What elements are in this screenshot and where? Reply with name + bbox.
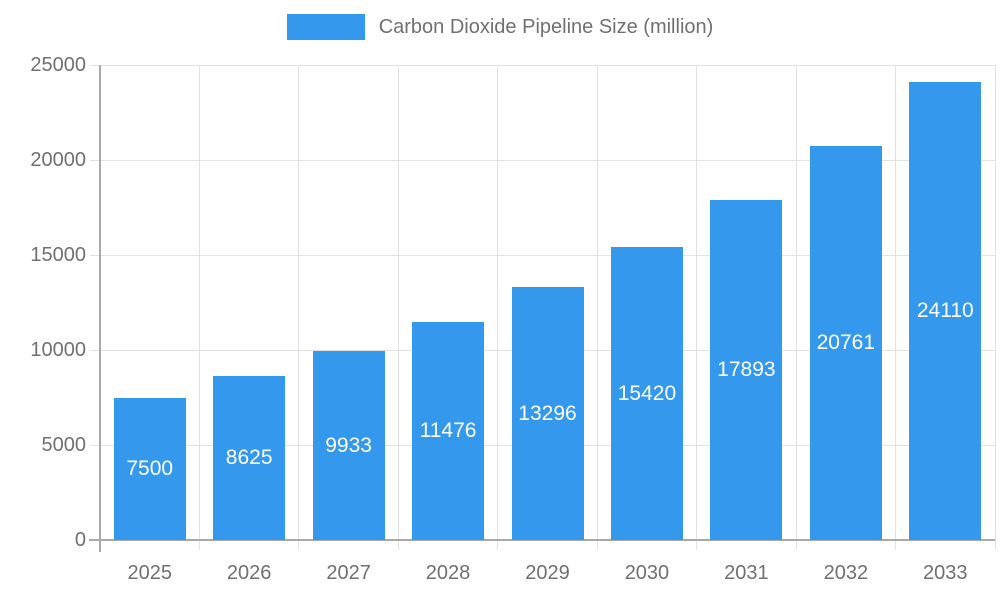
y-tick xyxy=(90,159,100,161)
y-axis-line xyxy=(99,65,101,552)
x-tick xyxy=(696,540,698,550)
bar-value-label: 7500 xyxy=(126,456,174,480)
y-gridline xyxy=(100,159,995,161)
x-gridline xyxy=(795,65,797,540)
legend: Carbon Dioxide Pipeline Size (million) xyxy=(0,14,1000,40)
y-tick-label: 20000 xyxy=(30,149,86,171)
x-axis-line xyxy=(89,539,995,541)
bar[interactable]: 9933 xyxy=(312,351,385,540)
bar-value-label: 11476 xyxy=(419,418,477,442)
x-tick xyxy=(397,540,399,550)
legend-item[interactable]: Carbon Dioxide Pipeline Size (million) xyxy=(286,14,714,40)
bar-value-label: 24110 xyxy=(916,298,974,322)
x-tick xyxy=(596,540,598,550)
y-tick xyxy=(90,444,100,446)
y-gridline xyxy=(100,254,995,256)
y-gridline xyxy=(100,64,995,66)
x-tick xyxy=(895,540,897,550)
x-tick-label: 2032 xyxy=(823,562,869,584)
bar[interactable]: 17893 xyxy=(710,200,783,540)
x-tick-label: 2031 xyxy=(724,562,769,584)
bar[interactable]: 7500 xyxy=(113,397,186,540)
y-tick xyxy=(90,349,100,351)
bar-value-label: 9933 xyxy=(325,433,372,457)
x-gridline xyxy=(497,65,499,540)
x-tick-label: 2033 xyxy=(923,562,968,584)
x-tick xyxy=(298,540,300,550)
x-tick xyxy=(497,540,499,550)
bar[interactable]: 13296 xyxy=(511,287,584,540)
bar-value-label: 15420 xyxy=(617,381,677,405)
bar-value-label: 17893 xyxy=(717,358,776,381)
y-tick-label: 25000 xyxy=(30,54,86,76)
y-tick xyxy=(90,64,100,66)
x-gridline xyxy=(895,65,897,540)
bar-value-label: 20761 xyxy=(816,330,876,354)
x-gridline xyxy=(198,65,200,540)
y-tick-label: 0 xyxy=(74,529,86,551)
x-tick xyxy=(795,540,797,550)
x-gridline xyxy=(397,65,399,540)
bar-value-label: 13296 xyxy=(518,401,577,425)
x-gridline xyxy=(696,65,698,540)
x-tick xyxy=(994,540,996,550)
y-tick-label: 10000 xyxy=(30,339,86,361)
bar[interactable]: 20761 xyxy=(809,145,882,540)
bar[interactable]: 8625 xyxy=(213,376,286,540)
x-gridline xyxy=(298,65,300,540)
x-tick-label: 2029 xyxy=(525,562,570,584)
x-tick-label: 2026 xyxy=(226,562,272,584)
bar[interactable]: 11476 xyxy=(412,321,485,540)
y-tick-label: 15000 xyxy=(30,244,86,266)
x-tick-label: 2025 xyxy=(127,562,172,584)
y-tick xyxy=(90,254,100,256)
legend-label: Carbon Dioxide Pipeline Size (million) xyxy=(378,15,714,38)
x-gridline xyxy=(596,65,598,540)
bar[interactable]: 24110 xyxy=(909,81,982,540)
legend-color-swatch-icon xyxy=(286,14,365,40)
x-gridline xyxy=(994,65,996,540)
x-tick-label: 2030 xyxy=(624,562,670,584)
y-tick-label: 5000 xyxy=(41,434,87,456)
x-tick-label: 2027 xyxy=(326,562,371,584)
x-tick xyxy=(198,540,200,550)
x-tick-label: 2028 xyxy=(425,562,471,584)
bar[interactable]: 15420 xyxy=(610,247,683,540)
bar-value-label: 8625 xyxy=(225,446,273,470)
